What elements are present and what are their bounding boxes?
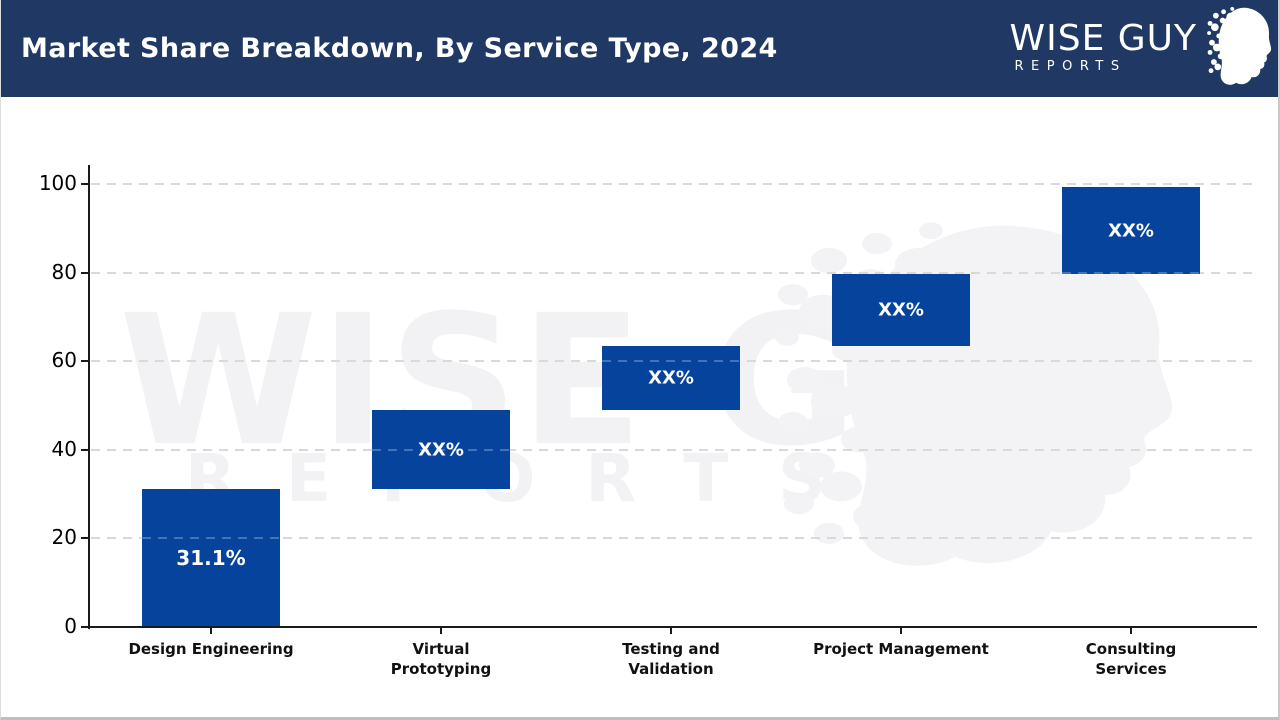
x-tick-mark — [440, 628, 442, 634]
x-tick-mark — [1130, 628, 1132, 634]
y-tick-mark — [81, 537, 89, 540]
gridline-through-bar — [372, 448, 510, 451]
bar-segment-3 — [602, 346, 740, 410]
x-tick-mark — [670, 628, 672, 634]
x-tick-mark — [900, 628, 902, 634]
y-tick-label: 60 — [51, 348, 77, 373]
x-category-label: Design Engineering — [128, 640, 294, 658]
x-category-label: Consulting Services — [1085, 640, 1177, 678]
y-tick-label: 100 — [38, 171, 77, 195]
gridline-20 — [91, 537, 1257, 540]
bar-value-label: XX% — [648, 367, 694, 389]
y-tick-label: 0 — [64, 614, 77, 638]
y-tick-mark — [81, 448, 89, 451]
brand-logo-subtext: REPORTS — [1014, 58, 1127, 74]
x-category-label: Project Management — [813, 640, 989, 658]
bar-segment-1 — [142, 489, 280, 627]
y-tick-label: 40 — [51, 436, 77, 461]
y-tick-mark — [81, 626, 89, 628]
bar-value-label: XX% — [1108, 220, 1154, 241]
bar-value-label: XX% — [878, 299, 924, 321]
y-tick-mark — [81, 271, 89, 274]
x-axis-line — [88, 626, 1257, 628]
header-bar: Market Share Breakdown, By Service Type,… — [1, 0, 1278, 97]
y-tick-label: 20 — [51, 525, 77, 550]
bar-segment-2 — [372, 409, 510, 490]
bar-value-label: XX% — [418, 439, 464, 461]
brand-logo-text: WISE GUY — [1009, 18, 1197, 59]
brand-logo: WISE GUY REPORTS — [1010, 20, 1198, 74]
y-tick-mark — [81, 360, 89, 363]
bar-segment-4 — [832, 273, 970, 347]
gridline-40 — [91, 448, 1257, 451]
x-tick-mark — [210, 628, 212, 634]
y-axis-line — [88, 165, 90, 629]
y-tick-mark — [81, 183, 89, 185]
bar-value-label: 31.1% — [176, 546, 246, 571]
gridline-100 — [91, 183, 1257, 185]
bar-segment-5 — [1062, 187, 1200, 274]
gridline-80 — [91, 271, 1257, 274]
page-title: Market Share Breakdown, By Service Type,… — [21, 33, 778, 64]
gridline-through-bar — [1062, 271, 1200, 274]
gridline-through-bar — [142, 537, 280, 540]
x-category-label: Virtual Prototyping — [390, 640, 492, 678]
gridline-through-bar — [602, 360, 740, 363]
brand-head-icon — [1207, 6, 1272, 85]
y-tick-label: 80 — [51, 259, 77, 284]
x-category-label: Testing and Validation — [622, 640, 720, 678]
